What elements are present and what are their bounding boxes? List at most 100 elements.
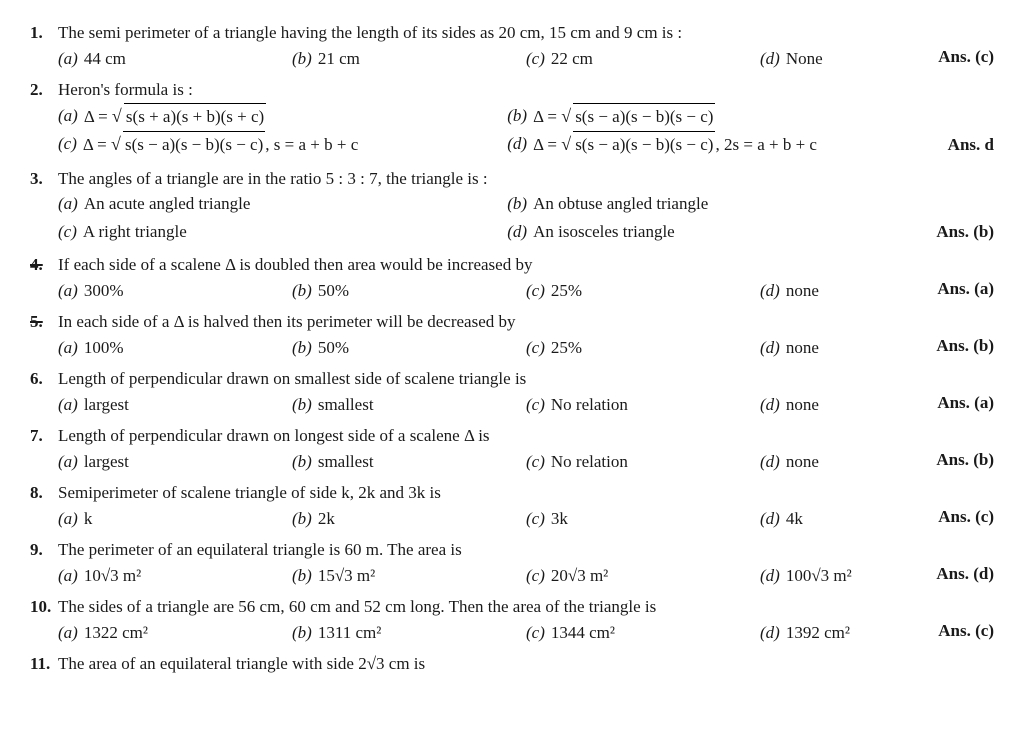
option: (a)Δ = s(s + a)(s + b)(s + c) <box>58 103 507 130</box>
question-number: 5. <box>30 309 58 335</box>
option-text: 100% <box>84 335 124 361</box>
option-label: (d) <box>760 449 780 475</box>
option-text: 100√3 m² <box>786 563 852 589</box>
option-label: (d) <box>760 335 780 361</box>
option-label: (b) <box>292 563 312 589</box>
option: (c) No relation <box>526 449 760 475</box>
option-text: An acute angled triangle <box>84 191 251 217</box>
question-text: The semi perimeter of a triangle having … <box>58 20 994 46</box>
option: (a)10√3 m² <box>58 563 292 589</box>
option-text: No relation <box>551 449 628 475</box>
option: (d)An isosceles triangle <box>507 219 956 245</box>
option-label: (a) <box>58 620 78 646</box>
option: (b) 50% <box>292 278 526 304</box>
question-number: 7. <box>30 423 58 449</box>
question: 7.Length of perpendicular drawn on longe… <box>30 423 994 474</box>
option-label: (a) <box>58 191 78 217</box>
option-label: (a) <box>58 563 78 589</box>
option: (c)25% <box>526 278 760 304</box>
option: (a) 44 cm <box>58 46 292 72</box>
answer-label: Ans. (b) <box>936 333 994 359</box>
answer-label: Ans. (a) <box>937 276 994 302</box>
option-text: none <box>786 392 819 418</box>
option: (c)3k <box>526 506 760 532</box>
option-label: (d) <box>760 278 780 304</box>
option-text: 2k <box>318 506 335 532</box>
question: 2.Heron's formula is :(a)Δ = s(s + a)(s … <box>30 77 994 160</box>
option-label: (a) <box>58 46 78 72</box>
options-row: (a)k(b)2k(c)3k(d)4k <box>58 506 994 532</box>
option-text: 25% <box>551 278 582 304</box>
option-label: (d) <box>760 392 780 418</box>
option: (c)A right triangle <box>58 219 507 245</box>
option-label: (b) <box>292 620 312 646</box>
options-row: (a)Δ = s(s + a)(s + b)(s + c)(b)Δ = s(s … <box>58 103 994 160</box>
options-row: (a)largest(b) smallest (c) No relation (d) no… <box>58 392 994 418</box>
option: (b)smallest <box>292 449 526 475</box>
option-label: (c) <box>526 392 545 418</box>
question-number: 10. <box>30 594 58 620</box>
option: (c)25% <box>526 335 760 361</box>
answer-label: Ans. (c) <box>938 618 994 644</box>
option-text: largest <box>84 449 129 475</box>
question: 3.The angles of a triangle are in the ra… <box>30 166 994 247</box>
option: (b)2k <box>292 506 526 532</box>
options-row: (a)largest(b)smallest(c) No relation (d) no… <box>58 449 994 475</box>
option-label: (b) <box>507 103 527 130</box>
option-label: (b) <box>292 392 312 418</box>
option: (b)An obtuse angled triangle <box>507 191 956 217</box>
option-label: (b) <box>292 46 312 72</box>
option: (a)largest <box>58 392 292 418</box>
option-text: Δ = s(s + a)(s + b)(s + c) <box>84 103 266 130</box>
option-text: 50% <box>318 278 349 304</box>
option-text: 44 cm <box>84 46 126 72</box>
question-text: The area of an equilateral triangle with… <box>58 651 994 677</box>
question-text: The sides of a triangle are 56 cm, 60 cm… <box>58 594 994 620</box>
option-label: (c) <box>526 449 545 475</box>
option-label: (b) <box>292 335 312 361</box>
option: (d)Δ = s(s − a)(s − b)(s − c), 2s = a + … <box>507 131 956 158</box>
option-text: No relation <box>551 392 628 418</box>
option: (b)Δ = s(s − a)(s − b)(s − c) <box>507 103 956 130</box>
answer-label: Ans. (c) <box>938 504 994 530</box>
option-label: (d) <box>760 46 780 72</box>
option-text: 1344 cm² <box>551 620 615 646</box>
option: (c)20√3 m² <box>526 563 760 589</box>
question: 5.In each side of a Δ is halved then its… <box>30 309 994 360</box>
option-label: (d) <box>507 131 527 158</box>
option: (a)300% <box>58 278 292 304</box>
question-number: 4. <box>30 252 58 278</box>
option: (c)Δ = s(s − a)(s − b)(s − c), s = a + b… <box>58 131 507 158</box>
option: (b)15√3 m² <box>292 563 526 589</box>
option-text: k <box>84 506 93 532</box>
option-text: smallest <box>318 392 374 418</box>
question-number: 11. <box>30 651 58 677</box>
answer-label: Ans. (b) <box>936 447 994 473</box>
option: (a)k <box>58 506 292 532</box>
option: (b) smallest <box>292 392 526 418</box>
option: (b)21 cm <box>292 46 526 72</box>
options-row: (a)1322 cm²(b)1311 cm²(c)1344 cm²(d)1392… <box>58 620 994 646</box>
option-text: An isosceles triangle <box>533 219 675 245</box>
question-text: The angles of a triangle are in the rati… <box>58 166 994 192</box>
option-text: 20√3 m² <box>551 563 608 589</box>
options-row: (a) An acute angled triangle (b)An obtuse … <box>58 191 994 246</box>
option-text: 1392 cm² <box>786 620 850 646</box>
question: 11.The area of an equilateral triangle w… <box>30 651 994 677</box>
option-label: (c) <box>526 620 545 646</box>
option-label: (a) <box>58 392 78 418</box>
option-text: none <box>786 278 819 304</box>
question-number: 6. <box>30 366 58 392</box>
question: 6.Length of perpendicular drawn on small… <box>30 366 994 417</box>
option-text: 1322 cm² <box>84 620 148 646</box>
option-text: None <box>786 46 823 72</box>
question-text: Semiperimeter of scalene triangle of sid… <box>58 480 994 506</box>
option: (c) 1344 cm² <box>526 620 760 646</box>
option-label: (c) <box>58 219 77 245</box>
option-text: smallest <box>318 449 374 475</box>
option-text: none <box>786 449 819 475</box>
option: (a)100% <box>58 335 292 361</box>
option-label: (b) <box>292 278 312 304</box>
option: (a)largest <box>58 449 292 475</box>
options-row: (a)100%(b)50%(c)25%(d)none <box>58 335 994 361</box>
